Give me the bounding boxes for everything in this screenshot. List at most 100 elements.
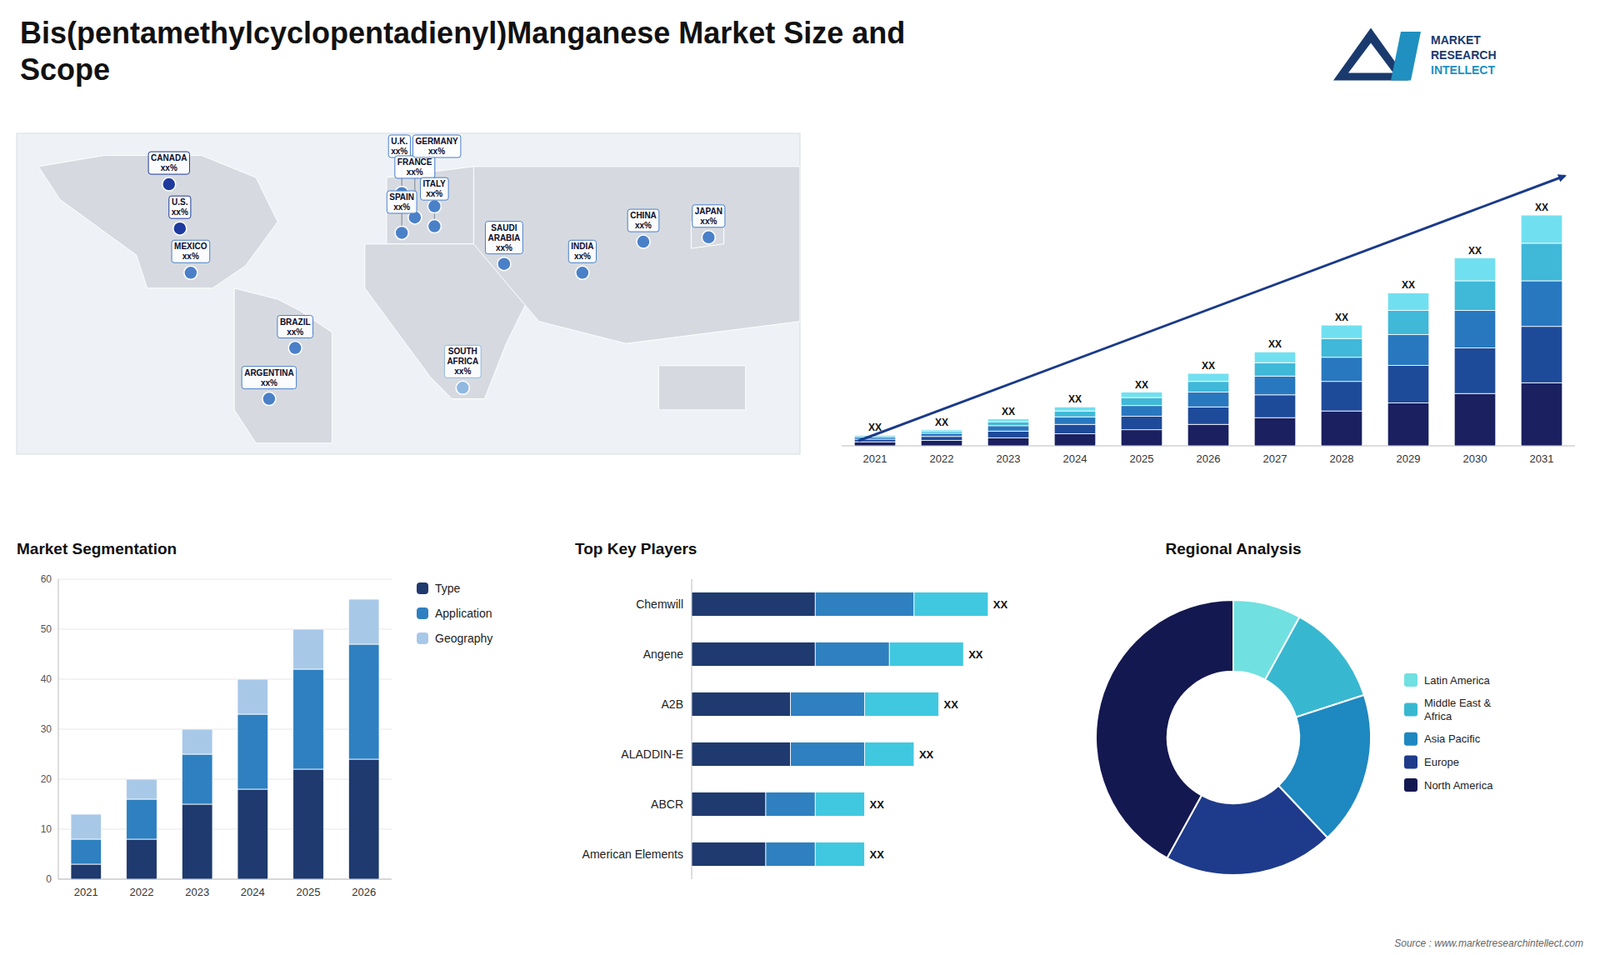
grid-line [58,579,392,580]
map-label: CANADAxx% [148,151,190,175]
bar-segment [865,742,915,767]
category-label: ABCR [650,797,684,811]
bar-segment [181,729,213,755]
bar-segment [1320,410,1363,446]
map-point [262,392,276,406]
text-line: xx% [260,378,278,388]
bar-segment [293,669,325,770]
logo-text: INTELLECT [1430,63,1495,77]
text-line: XX [1001,405,1015,418]
bar-segment [1120,430,1163,446]
text-line: 2026 [1196,452,1221,465]
text-line: XX [935,416,949,429]
text-line: XX [1535,201,1549,214]
text-line: U.S. [171,197,189,207]
map-label-text: SPAINxx% [389,192,415,212]
category-label: 2031 [1530,452,1555,465]
bar-segment [1254,375,1296,395]
tick-label: 30 [40,723,53,735]
text-line: Scope [20,52,110,87]
text-line: CANADA [150,153,187,163]
text-line: GERMANY [415,136,458,146]
text-line: xx% [160,163,178,173]
category-label: 2027 [1263,452,1288,465]
text-line: JAPAN [695,206,723,216]
page: Bis(pentamethylcyclopentadienyl)Manganes… [0,0,1600,955]
bar-segment [181,804,213,880]
text-line: XX [1335,311,1349,324]
map-label-text: ITALYxx% [423,179,447,199]
text-line: FRANCE [397,157,433,167]
text-line: XX [919,748,935,761]
text-line: 30 [40,723,53,735]
text-line: 2027 [1263,452,1288,465]
bar-segment [1454,258,1496,281]
map-label-box [171,240,210,263]
legend-label: Geography [435,631,493,645]
bar-segment [348,644,380,760]
map-label-box [412,135,460,158]
map-label-box [148,151,190,175]
text-line: xx% [390,146,408,156]
category-label: 2029 [1396,452,1421,465]
bar-annotation: XX [968,648,984,661]
bar-segment [348,599,380,645]
legend-label: Asia Pacific [1424,732,1481,745]
text-line: Asia Pacific [1424,732,1481,745]
map-label-text: INDIAxx% [570,241,594,261]
bar-segment [237,714,269,790]
bar-segment [1454,347,1496,394]
bar-segment [1254,362,1296,376]
text-line: xx% [425,189,443,199]
map-label-box [420,177,450,200]
tick-label: 60 [40,573,53,585]
map-label-text: GERMANYxx% [415,136,458,156]
text-line: Europe [1424,755,1460,769]
legend-swatch [1404,732,1418,746]
bar-segment [1454,393,1496,446]
map-label: ITALYxx% [420,177,450,200]
map-label-text: U.S.xx% [171,197,189,217]
bar-segment [1520,280,1563,327]
bar-annotation: XX [1335,311,1349,324]
text-line: Middle East & [1424,696,1492,710]
donut-chart: Regional AnalysisLatin AmericaMiddle Eas… [1095,540,1494,875]
bar-annotation: XX [1535,201,1549,214]
text-line: xx% [406,167,424,177]
bar-segment [1120,405,1163,417]
map-label-text: U.K.xx% [390,136,408,156]
category-label: 2021 [863,452,888,465]
text-line: SAUDI [490,223,517,233]
bar-segment [1454,310,1496,348]
bar-segment [1120,397,1163,406]
text-line: 2021 [74,885,99,899]
text-line: xx% [182,251,200,261]
text-line: 2022 [930,452,955,465]
bar-segment [790,742,865,767]
bar-segment [1520,243,1563,281]
map-point [636,235,650,249]
bar-segment [1520,215,1563,244]
text-line: 0 [45,873,52,885]
bar-segment [293,769,325,880]
map-label-text: MEXICOxx% [174,241,208,261]
bar-segment [815,842,865,867]
bar-annotation: XX [1068,393,1082,405]
bar-segment [1387,334,1430,365]
category-label: 2023 [996,452,1021,465]
map-background [16,133,800,455]
text-line: 60 [40,573,53,585]
tick-label: 10 [40,823,53,835]
trend-arrow [858,175,1565,441]
text-line: 2026 [351,885,376,899]
text-line: xx% [428,146,445,156]
bar-segment [1054,424,1096,434]
category-label: 2022 [130,885,155,899]
map-label-text: CHINAxx% [630,210,657,230]
text-line: INDIA [570,241,594,251]
map-point [701,230,715,245]
category-label: Angene [643,647,684,661]
text-line: XX [1135,379,1149,391]
text-line: ALADDIN-E [620,747,684,761]
continent-shape [234,288,333,444]
